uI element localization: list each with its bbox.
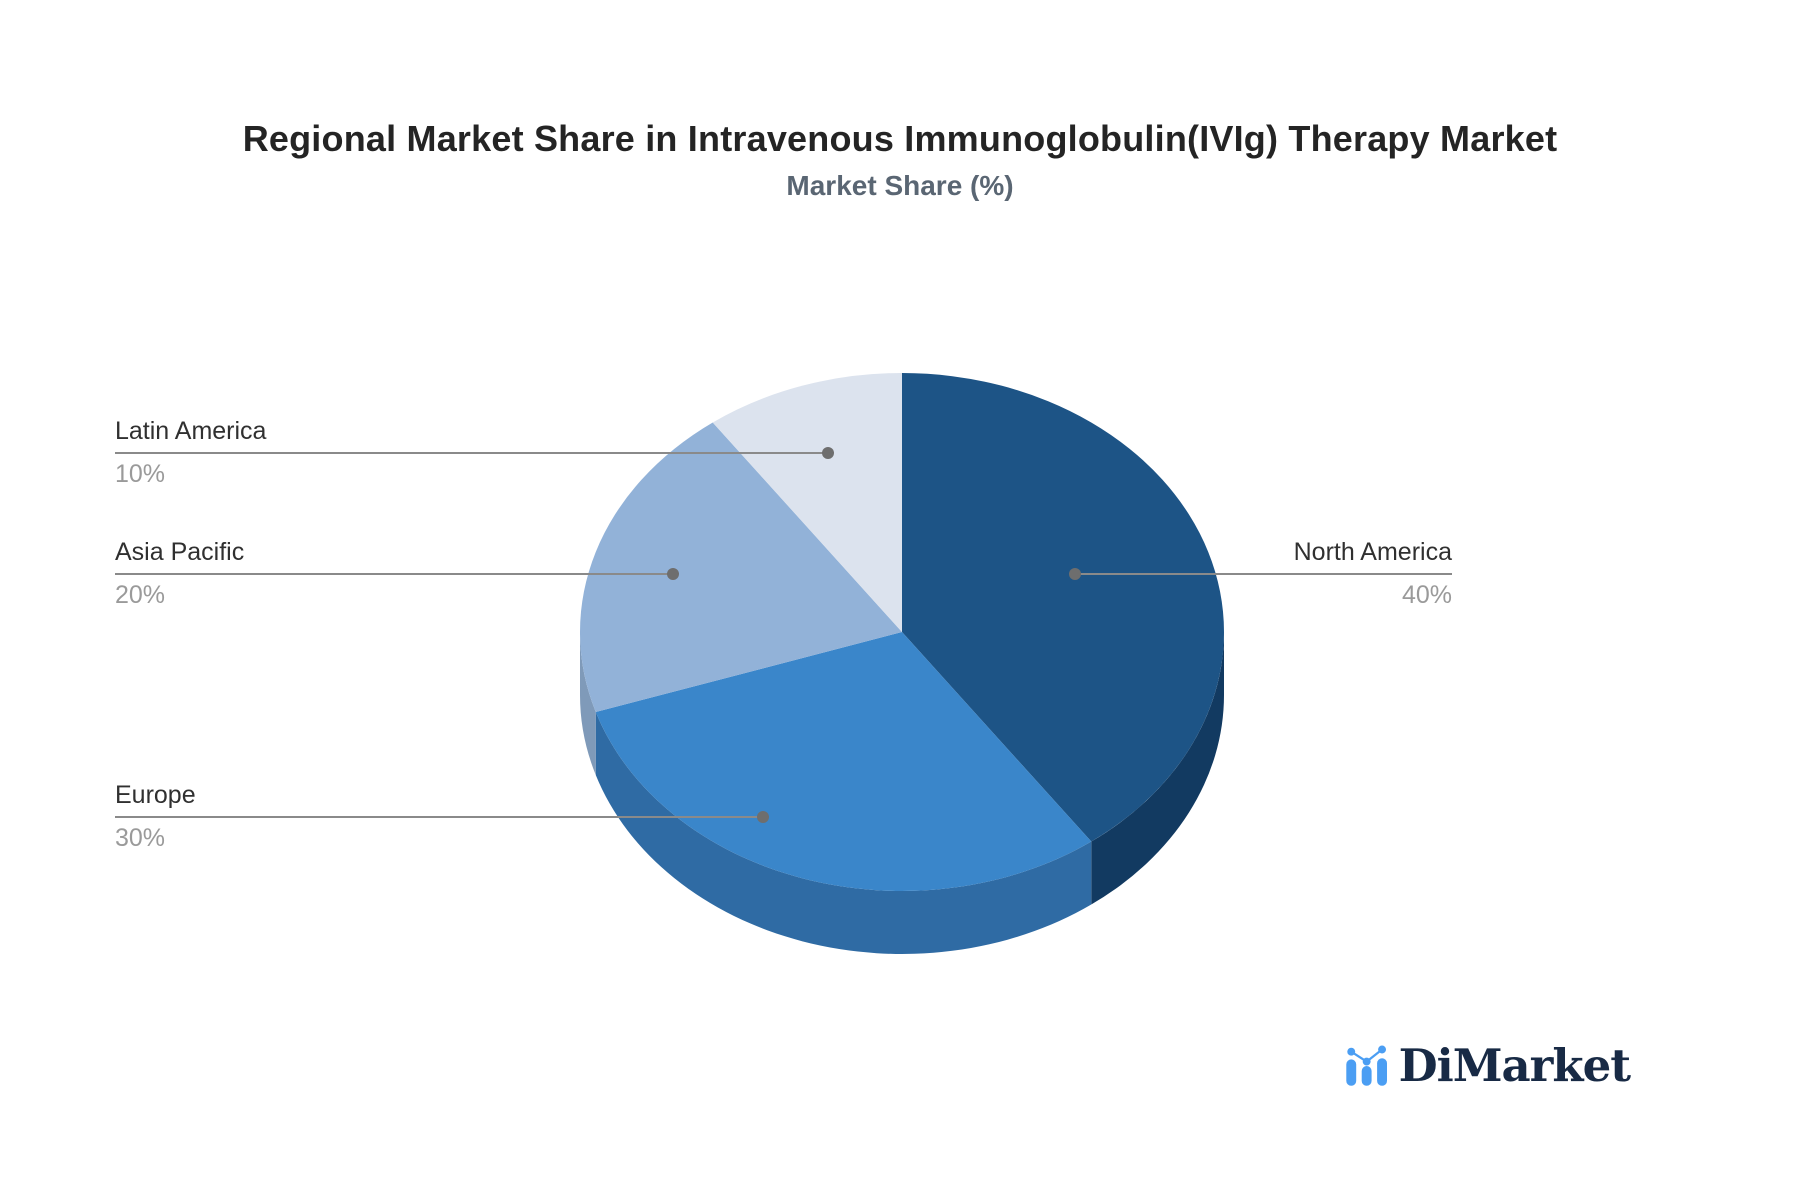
- bar-chart-logo-icon: [1345, 1045, 1387, 1086]
- pie-slice-europe[interactable]: [595, 632, 1092, 891]
- brand-logo: DiMarket: [1343, 1039, 1631, 1092]
- chart-title: Regional Market Share in Intravenous Imm…: [242, 118, 1558, 159]
- callout-name: Europe: [115, 781, 196, 809]
- pie-slice-side-north-america: [1091, 632, 1224, 905]
- callout-dot: [1069, 568, 1081, 580]
- pie-slice-side-europe: [595, 712, 1092, 954]
- pie-slice-latin-america[interactable]: [712, 373, 902, 632]
- callout-value: 20%: [115, 581, 166, 609]
- callout-name: North America: [1293, 538, 1452, 566]
- callout-dot: [822, 447, 834, 459]
- pie-slice-asia-pacific[interactable]: [580, 422, 902, 713]
- callout-value: 10%: [115, 460, 166, 488]
- brand-name: DiMarket: [1398, 1039, 1631, 1092]
- callout-value: 40%: [1401, 581, 1452, 609]
- callout-name: Asia Pacific: [115, 538, 245, 566]
- callout-name: Latin America: [115, 417, 267, 445]
- callout-dot: [667, 568, 679, 580]
- chart-subtitle: Market Share (%): [786, 170, 1014, 201]
- callout-value: 30%: [115, 824, 166, 852]
- pie-slice-side-asia-pacific: [580, 632, 596, 776]
- pie-slice-north-america[interactable]: [902, 373, 1224, 842]
- callout-dot: [757, 811, 769, 823]
